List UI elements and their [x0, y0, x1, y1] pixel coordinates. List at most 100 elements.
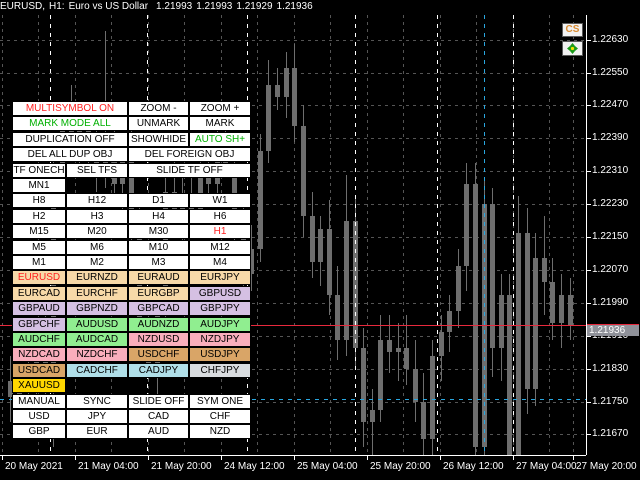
- panel-button-m20[interactable]: M20: [66, 224, 128, 239]
- panel-button-m1[interactable]: M1: [12, 255, 66, 270]
- panel-button-m12[interactable]: M12: [189, 240, 251, 255]
- panel-button-aud[interactable]: AUD: [128, 424, 189, 439]
- panel-button-eurgbp[interactable]: EURGBP: [128, 286, 189, 301]
- panel-button-del-all-dup-obj[interactable]: DEL ALL DUP OBJ: [12, 147, 128, 162]
- panel-button-jpy[interactable]: JPY: [66, 409, 128, 424]
- candle-body: [456, 265, 461, 312]
- panel-button-sel-tfs[interactable]: SEL TFS: [66, 163, 128, 178]
- panel-button-h12[interactable]: H12: [66, 193, 128, 208]
- panel-button-manual[interactable]: MANUAL: [12, 394, 66, 409]
- panel-button-cad[interactable]: CAD: [128, 409, 189, 424]
- panel-button-slide-tf-off[interactable]: SLIDE TF OFF: [128, 163, 251, 178]
- panel-button-sync[interactable]: SYNC: [66, 394, 128, 409]
- candle-body: [327, 228, 332, 295]
- price-tick: [587, 336, 591, 337]
- panel-button-h3[interactable]: H3: [66, 209, 128, 224]
- panel-button-m15[interactable]: M15: [12, 224, 66, 239]
- panel-button-audnzd[interactable]: AUDNZD: [128, 317, 189, 332]
- panel-button-auto-sh[interactable]: AUTO SH+: [189, 132, 251, 147]
- panel-button-m2[interactable]: M2: [66, 255, 128, 270]
- panel-button-mark-mode-all[interactable]: MARK MODE ALL: [12, 116, 128, 131]
- panel-button-usdcad[interactable]: USDCAD: [12, 363, 66, 378]
- panel-button-h4[interactable]: H4: [128, 209, 189, 224]
- panel-button-nzdusd[interactable]: NZDUSD: [128, 332, 189, 347]
- panel-button-audchf[interactable]: AUDCHF: [12, 332, 66, 347]
- time-tick: [513, 456, 514, 460]
- panel-button-eurnzd[interactable]: EURNZD: [66, 270, 128, 285]
- panel-button-eurchf[interactable]: EURCHF: [66, 286, 128, 301]
- panel-button-gbpcad[interactable]: GBPCAD: [128, 301, 189, 316]
- panel-button-m4[interactable]: M4: [189, 255, 251, 270]
- panel-button-nzdchf[interactable]: NZDCHF: [66, 347, 128, 362]
- move-crosshair-icon[interactable]: [562, 41, 583, 56]
- time-scale[interactable]: 20 May 2021 21 May 04:00 21 May 20:00 24 Ma…: [0, 456, 640, 480]
- panel-button-h8[interactable]: H8: [12, 193, 66, 208]
- panel-button-m6[interactable]: M6: [66, 240, 128, 255]
- panel-button-m3[interactable]: M3: [128, 255, 189, 270]
- panel-button-slide-off[interactable]: SLIDE OFF: [128, 394, 189, 409]
- panel-button-h6[interactable]: H6: [189, 209, 251, 224]
- quote-low: 1.21929: [236, 1, 273, 12]
- panel-button-chf[interactable]: CHF: [189, 409, 251, 424]
- time-tick: [221, 456, 222, 460]
- panel-button-audjpy[interactable]: AUDJPY: [189, 317, 251, 332]
- horizontal-gridline: [0, 303, 586, 304]
- panel-button-duplication-off[interactable]: DUPLICATION OFF: [12, 132, 128, 147]
- panel-button-zoom[interactable]: ZOOM -: [128, 101, 189, 116]
- panel-button-audcad[interactable]: AUDCAD: [66, 332, 128, 347]
- panel-button-chfjpy[interactable]: CHFJPY: [189, 363, 251, 378]
- panel-button-h1[interactable]: H1: [189, 224, 251, 239]
- panel-button-usd[interactable]: USD: [12, 409, 66, 424]
- candle-body: [464, 183, 469, 266]
- panel-button-eur[interactable]: EUR: [66, 424, 128, 439]
- panel-button-gbpusd[interactable]: GBPUSD: [189, 286, 251, 301]
- candle-body: [387, 339, 392, 353]
- panel-button-zoom[interactable]: ZOOM +: [189, 101, 251, 116]
- cs-button[interactable]: CS: [562, 23, 583, 37]
- panel-button-eurcad[interactable]: EURCAD: [12, 286, 66, 301]
- panel-button-d1[interactable]: D1: [128, 193, 189, 208]
- quote-high: 1.21993: [196, 1, 233, 12]
- panel-button-multisymbol-on[interactable]: MULTISYMBOL ON: [12, 101, 128, 116]
- panel-button-usdchf[interactable]: USDCHF: [128, 347, 189, 362]
- panel-button-audusd[interactable]: AUDUSD: [66, 317, 128, 332]
- panel-button-m10[interactable]: M10: [128, 240, 189, 255]
- panel-button-eurusd[interactable]: EURUSD: [12, 270, 66, 285]
- blue-marker-hline: [0, 399, 586, 400]
- candle-wick: [174, 150, 175, 225]
- panel-button-xauusd[interactable]: XAUUSD: [12, 378, 66, 393]
- panel-button-mark[interactable]: MARK: [189, 116, 251, 131]
- panel-button-m5[interactable]: M5: [12, 240, 66, 255]
- panel-button-gbpchf[interactable]: GBPCHF: [12, 317, 66, 332]
- candle-body: [413, 368, 418, 402]
- panel-button-nzdcad[interactable]: NZDCAD: [12, 347, 66, 362]
- panel-button-mn1[interactable]: MN1: [12, 178, 66, 193]
- vertical-gridline: [367, 15, 368, 455]
- horizontal-gridline: [0, 237, 586, 238]
- panel-button-euraud[interactable]: EURAUD: [128, 270, 189, 285]
- panel-button-m30[interactable]: M30: [128, 224, 189, 239]
- candle-body: [439, 331, 444, 357]
- panel-button-h2[interactable]: H2: [12, 209, 66, 224]
- vertical-gridline: [2, 15, 3, 455]
- panel-button-eurjpy[interactable]: EURJPY: [189, 270, 251, 285]
- panel-button-tf-onech[interactable]: TF ONECH: [12, 163, 66, 178]
- panel-button-cadchf[interactable]: CADCHF: [66, 363, 128, 378]
- price-tick-label: 1.21750: [592, 396, 629, 407]
- panel-button-gbpaud[interactable]: GBPAUD: [12, 301, 66, 316]
- panel-button-del-foreign-obj[interactable]: DEL FOREIGN OBJ: [128, 147, 251, 162]
- panel-button-usdjpy[interactable]: USDJPY: [189, 347, 251, 362]
- panel-button-sym-one[interactable]: SYM ONE: [189, 394, 251, 409]
- panel-button-w1[interactable]: W1: [189, 193, 251, 208]
- price-scale[interactable]: 1.22630 1.22550 1.22470 1.22390 1.22310 1.222…: [587, 15, 640, 455]
- panel-button-showhide[interactable]: SHOWHIDE: [128, 132, 189, 147]
- panel-button-gbpnzd[interactable]: GBPNZD: [66, 301, 128, 316]
- panel-button-cadjpy[interactable]: CADJPY: [128, 363, 189, 378]
- panel-button-nzd[interactable]: NZD: [189, 424, 251, 439]
- candle-body: [378, 339, 383, 410]
- panel-button-gbpjpy[interactable]: GBPJPY: [189, 301, 251, 316]
- panel-button-nzdjpy[interactable]: NZDJPY: [189, 332, 251, 347]
- panel-button-unmark[interactable]: UNMARK: [128, 116, 189, 131]
- current-price-label: 1.21936: [587, 324, 639, 336]
- panel-button-gbp[interactable]: GBP: [12, 424, 66, 439]
